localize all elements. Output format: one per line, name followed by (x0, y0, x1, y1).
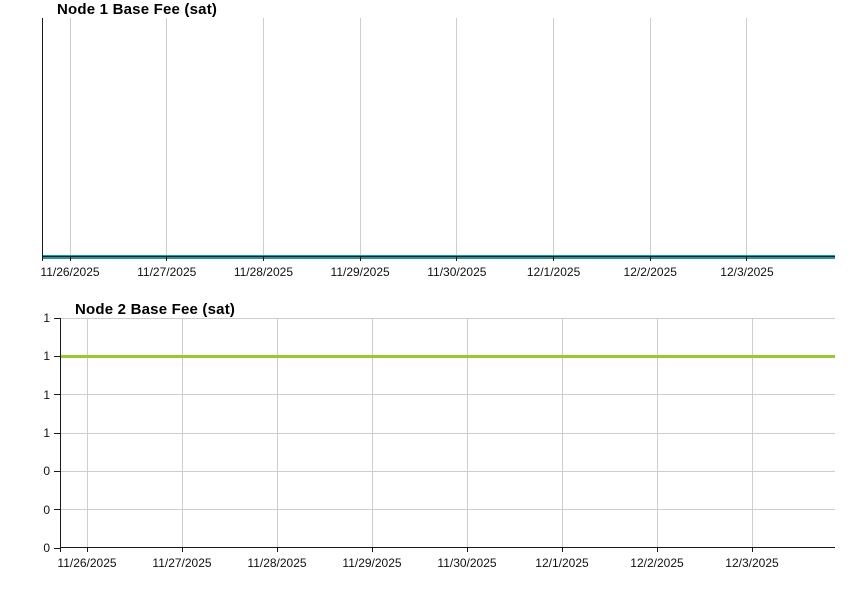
y-tick (54, 432, 60, 434)
x-tick (359, 257, 361, 261)
y-tick-label: 1 (43, 311, 50, 325)
x-axis (61, 546, 835, 548)
x-tick-label: 12/2/2025 (623, 265, 677, 279)
chart-node1-base-fee: Node 1 Base Fee (sat) 11/26/2025 11/27/20… (0, 0, 860, 298)
v-gridline (456, 18, 458, 257)
x-tick (553, 257, 555, 261)
x-tick (561, 548, 563, 552)
chart-title-node2: Node 2 Base Fee (sat) (75, 301, 236, 318)
x-tick-label: 11/26/2025 (57, 556, 117, 570)
y-tick (54, 509, 60, 511)
x-tick (751, 548, 753, 552)
x-tick (456, 257, 458, 261)
y-tick-label: 1 (43, 349, 50, 364)
y-tick (54, 317, 60, 319)
y-tick-label: 0 (43, 541, 50, 555)
x-tick (166, 257, 168, 261)
y-tick-label: 0 (43, 464, 50, 479)
y-tick (54, 394, 60, 396)
h-gridline (61, 394, 835, 396)
x-tick-label: 12/1/2025 (526, 265, 581, 279)
x-tick (371, 548, 373, 552)
v-gridline (746, 18, 748, 257)
x-tick (181, 548, 183, 552)
x-tick-label: 12/3/2025 (725, 556, 779, 570)
x-tick-label: 11/27/2025 (137, 265, 197, 279)
y-axis (41, 18, 43, 261)
v-gridline (359, 18, 361, 257)
x-tick (656, 548, 658, 552)
series-line-node-2-base-fee (61, 354, 835, 358)
x-tick-label: 12/1/2025 (535, 556, 589, 570)
h-gridline (61, 432, 835, 434)
v-gridline (553, 18, 555, 257)
v-gridline (262, 18, 264, 257)
x-tick-label: 11/28/2025 (247, 556, 307, 570)
x-tick (69, 257, 71, 261)
x-tick-label: 11/30/2025 (437, 556, 497, 570)
x-tick (86, 548, 88, 552)
h-gridline (61, 317, 835, 319)
y-tick (54, 547, 60, 549)
v-gridline (649, 18, 651, 257)
v-gridline (166, 18, 168, 257)
chart-node2-base-fee: Node 2 Base Fee (sat) 1 1 1 1 0 0 0 11/26/2025 1… (0, 298, 860, 600)
x-tick (649, 257, 651, 261)
x-tick-label: 11/30/2025 (427, 265, 487, 279)
x-tick-label: 12/3/2025 (720, 265, 774, 279)
x-tick (746, 257, 748, 261)
y-axis (59, 318, 61, 552)
x-tick-label: 11/29/2025 (330, 265, 390, 279)
x-tick (276, 548, 278, 552)
x-tick-label: 11/26/2025 (40, 265, 100, 279)
h-gridline (61, 470, 835, 472)
x-tick (262, 257, 264, 261)
x-tick (466, 548, 468, 552)
y-tick-label: 0 (43, 502, 50, 517)
series-line-node-1-base-fee (43, 255, 835, 259)
x-tick-label: 12/2/2025 (630, 556, 684, 570)
h-gridline (61, 509, 835, 511)
x-tick-label: 11/29/2025 (342, 556, 402, 570)
y-tick-label: 1 (43, 426, 50, 440)
x-tick-label: 11/28/2025 (233, 265, 293, 279)
y-tick (54, 470, 60, 472)
plot-area-node2: 1 1 1 1 0 0 0 11/26/2025 11/27/2025 11/28/2025 11/… (43, 311, 835, 570)
y-tick (54, 355, 60, 357)
x-tick-label: 11/27/2025 (152, 556, 212, 570)
y-tick-label: 1 (43, 387, 50, 402)
chart-title-node1: Node 1 Base Fee (sat) (57, 1, 218, 18)
plot-area-node1: 11/26/2025 11/27/2025 11/28/2025 11/29/2025… (40, 18, 835, 279)
x-axis (43, 255, 835, 257)
v-gridline (69, 18, 71, 257)
